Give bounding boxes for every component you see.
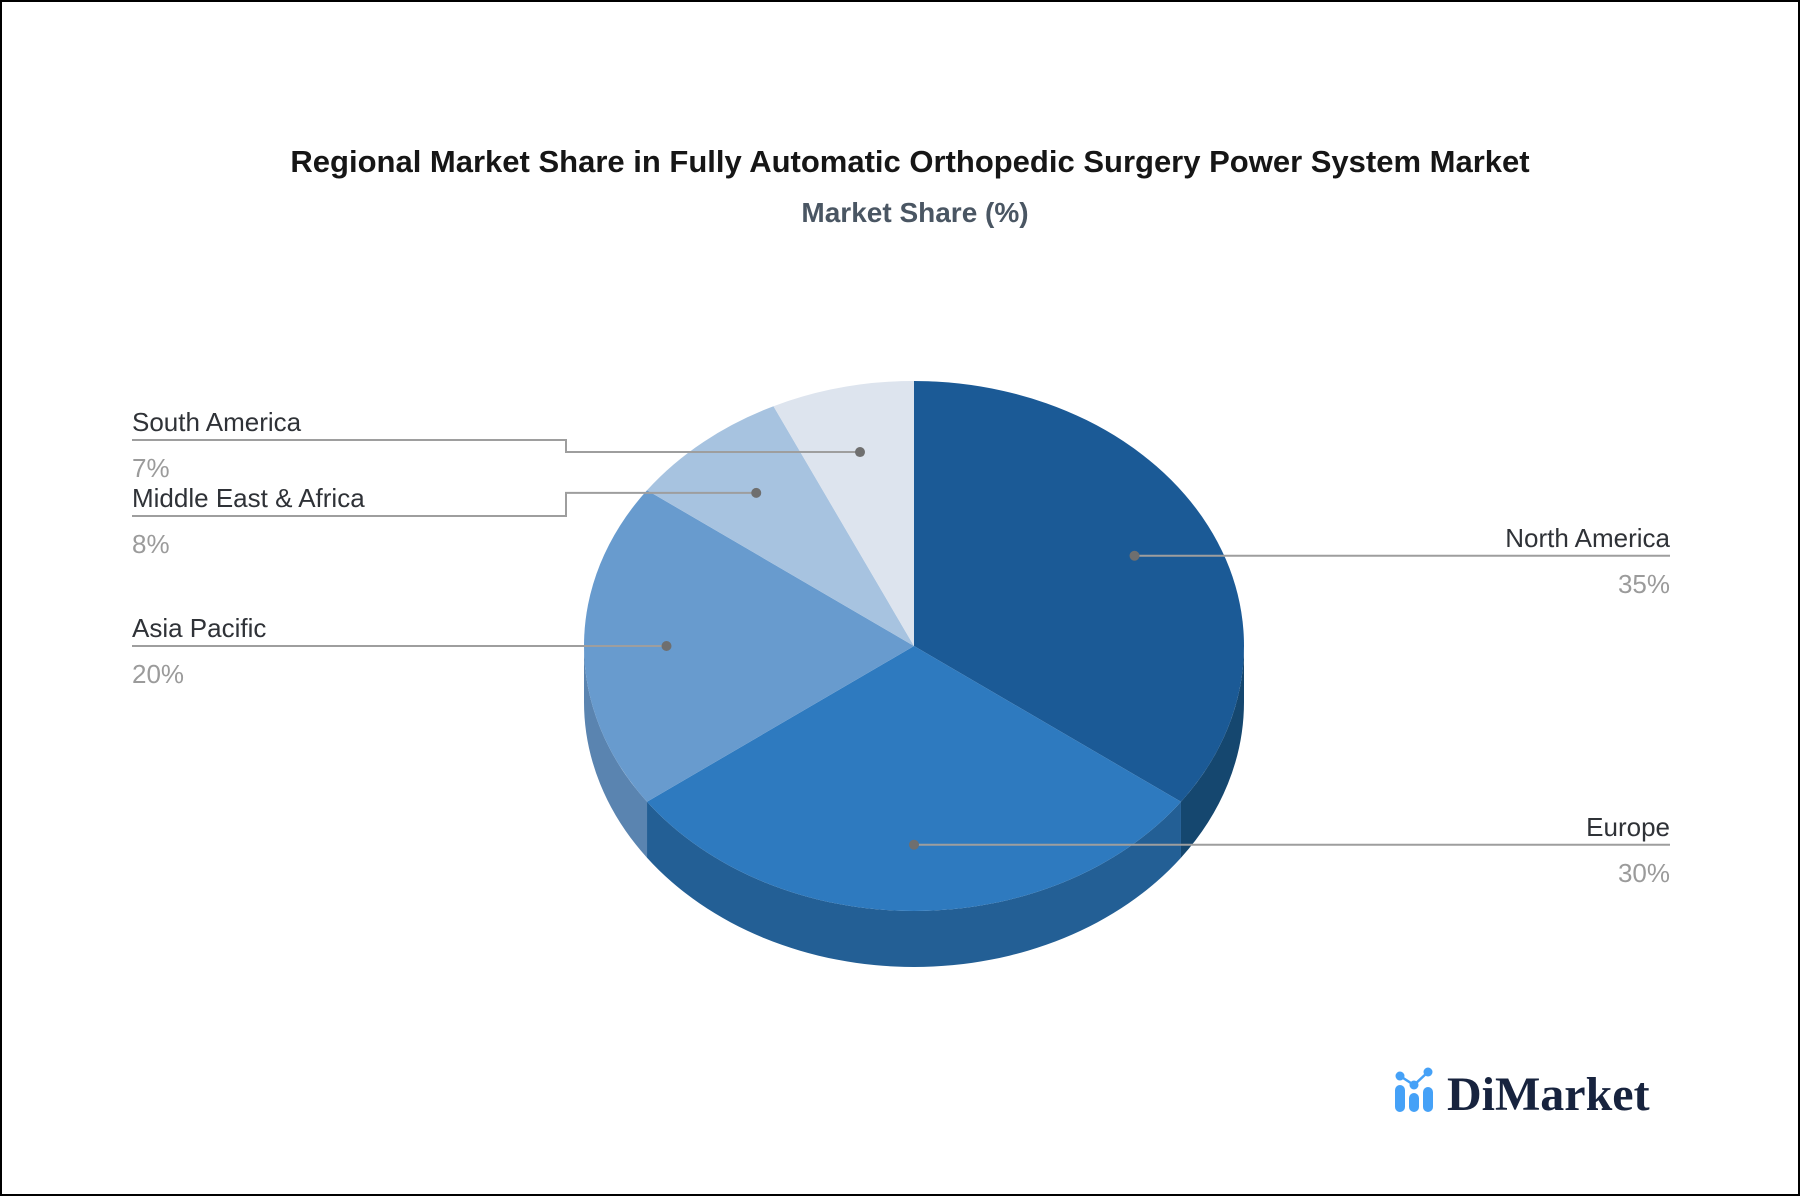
pie-slice-side-europe	[647, 801, 1181, 967]
slice-label-south-america: South America	[132, 407, 302, 437]
leader-line-middle-east-africa	[132, 491, 757, 517]
slice-label-middle-east-africa: Middle East & Africa	[132, 483, 365, 513]
leader-dot-south-america	[855, 447, 866, 458]
slice-labels: North America 35% Europe 30% Asia Pacific 20%…	[132, 407, 1671, 888]
slice-label-europe: Europe	[1586, 812, 1670, 842]
leader-line-south-america	[132, 439, 861, 454]
pie-slice-north-america	[914, 381, 1244, 802]
leader-lines	[132, 439, 1670, 850]
logo-bar-1	[1395, 1085, 1405, 1112]
leader-dot-asia-pacific	[661, 641, 672, 651]
pie-side-walls	[584, 646, 1244, 967]
pie-slice-side-asia-pacific	[584, 646, 648, 858]
pie-slice-side-north-america	[1180, 646, 1244, 858]
slice-value-asia-pacific: 20%	[132, 659, 184, 689]
chart-subtitle: Market Share (%)	[801, 197, 1028, 228]
slice-value-south-america: 7%	[132, 453, 170, 483]
logo-trend-dot-1	[1395, 1071, 1405, 1081]
slice-label-asia-pacific: Asia Pacific	[132, 613, 266, 643]
chart-title: Regional Market Share in Fully Automatic…	[290, 144, 1529, 179]
slice-value-north-america: 35%	[1618, 569, 1670, 599]
logo-trend-dot-2	[1409, 1080, 1419, 1090]
slice-value-middle-east-africa: 8%	[132, 529, 170, 559]
leader-dot-north-america	[1129, 550, 1140, 561]
bar-chart-trend-icon	[1395, 1067, 1433, 1112]
logo: DiMarket	[1395, 1067, 1650, 1121]
leader-dot-europe	[909, 839, 919, 850]
logo-bar-2	[1409, 1093, 1419, 1112]
leader-dot-middle-east-africa	[751, 487, 762, 498]
logo-bar-3	[1423, 1087, 1433, 1112]
slice-label-north-america: North America	[1505, 523, 1670, 553]
pie-3d	[584, 381, 1244, 912]
pie-slice-south-america	[773, 381, 914, 646]
slice-value-europe: 30%	[1618, 858, 1670, 888]
pie-slice-middle-east-africa	[647, 406, 914, 646]
pie-slice-asia-pacific	[584, 490, 914, 802]
logo-trend-dot-3	[1423, 1067, 1433, 1077]
logo-text: DiMarket	[1447, 1068, 1650, 1121]
